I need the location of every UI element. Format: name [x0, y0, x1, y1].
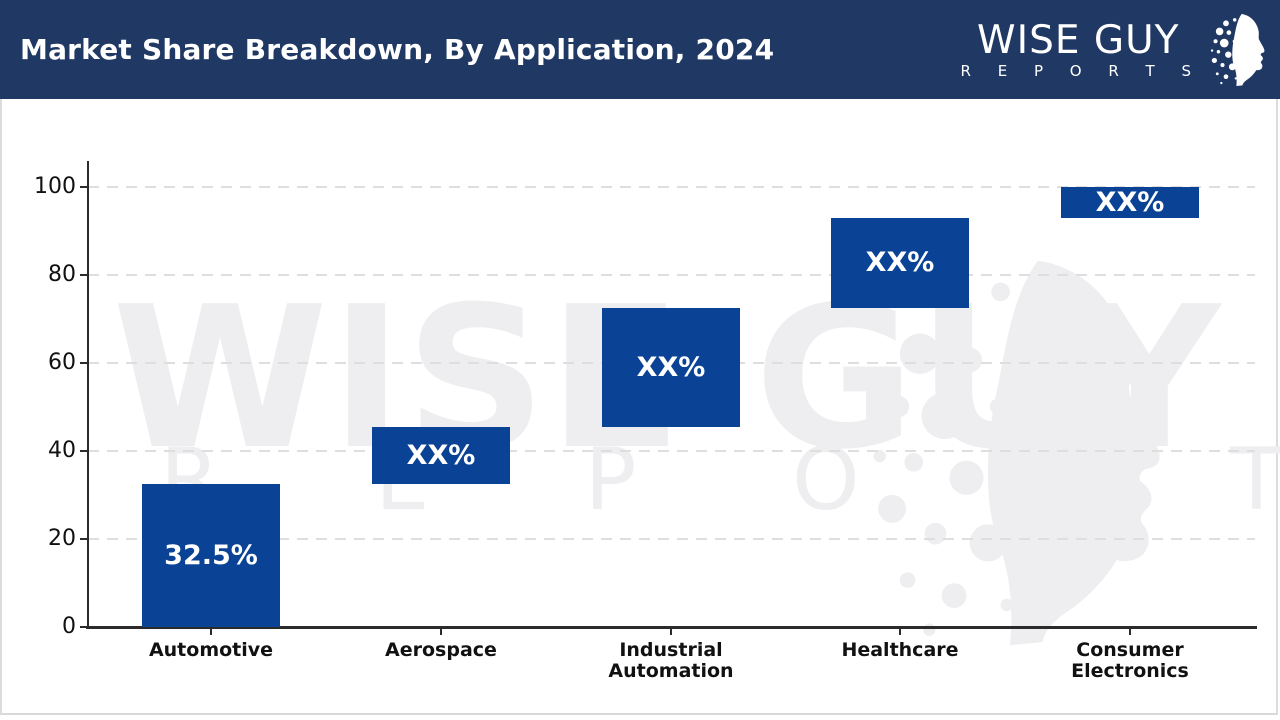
bar-automotive: 32.5% [142, 484, 280, 627]
logo-subtitle: R E P O R T S [960, 61, 1202, 80]
gridline-20 [88, 538, 1255, 540]
x-tick-industrial-automation [670, 627, 672, 635]
bar-value-label-healthcare: XX% [865, 247, 935, 279]
bar-value-label-industrial-automation: XX% [636, 351, 706, 383]
bar-value-label-automotive: 32.5% [164, 540, 258, 571]
gridline-40 [88, 450, 1255, 452]
y-tick-100 [80, 186, 88, 188]
y-tick-label-80: 80 [48, 262, 76, 287]
y-tick-60 [80, 362, 88, 364]
gridline-100 [88, 186, 1255, 188]
bar-value-label-consumer-electronics: XX% [1095, 186, 1165, 218]
gridline-80 [88, 274, 1255, 276]
y-tick-20 [80, 538, 88, 540]
bar-aerospace: XX% [372, 426, 510, 484]
page-title: Market Share Breakdown, By Application, … [20, 33, 775, 66]
y-tick-label-20: 20 [48, 526, 76, 551]
y-tick-40 [80, 450, 88, 452]
x-tick-consumer-electronics [1129, 627, 1131, 635]
y-tick-label-60: 60 [48, 350, 76, 375]
logo-face-icon [1208, 9, 1266, 91]
category-label-healthcare: Healthcare [841, 639, 959, 661]
category-label-consumer-electronics: Consumer Electronics [1071, 639, 1189, 682]
y-tick-label-100: 100 [34, 174, 76, 199]
bar-industrial-automation: XX% [602, 308, 740, 427]
category-label-automotive: Automotive [148, 639, 274, 661]
header-bar: Market Share Breakdown, By Application, … [0, 0, 1280, 99]
wise-guy-reports-logo: WISE GUY R E P O R T S [955, 9, 1280, 91]
y-tick-0 [80, 626, 88, 628]
waterfall-chart: 0 20 40 60 80 100 32.5% XX% XX% XX% XX% Automotive A… [0, 99, 1280, 715]
logo-text: WISE GUY R E P O R T S [955, 21, 1202, 79]
y-tick-label-0: 0 [62, 614, 76, 639]
x-tick-automotive [210, 627, 212, 635]
bar-consumer-electronics: XX% [1061, 187, 1199, 218]
category-label-industrial-automation: Industrial Automation [608, 639, 734, 682]
x-tick-aerospace [440, 627, 442, 635]
logo-wordmark: WISE GUY [977, 17, 1180, 63]
y-tick-80 [80, 274, 88, 276]
bar-healthcare: XX% [831, 217, 969, 308]
y-tick-label-40: 40 [48, 438, 76, 463]
x-tick-healthcare [899, 627, 901, 635]
y-axis [87, 161, 89, 628]
bar-value-label-aerospace: XX% [406, 439, 476, 471]
category-label-aerospace: Aerospace [385, 639, 497, 661]
